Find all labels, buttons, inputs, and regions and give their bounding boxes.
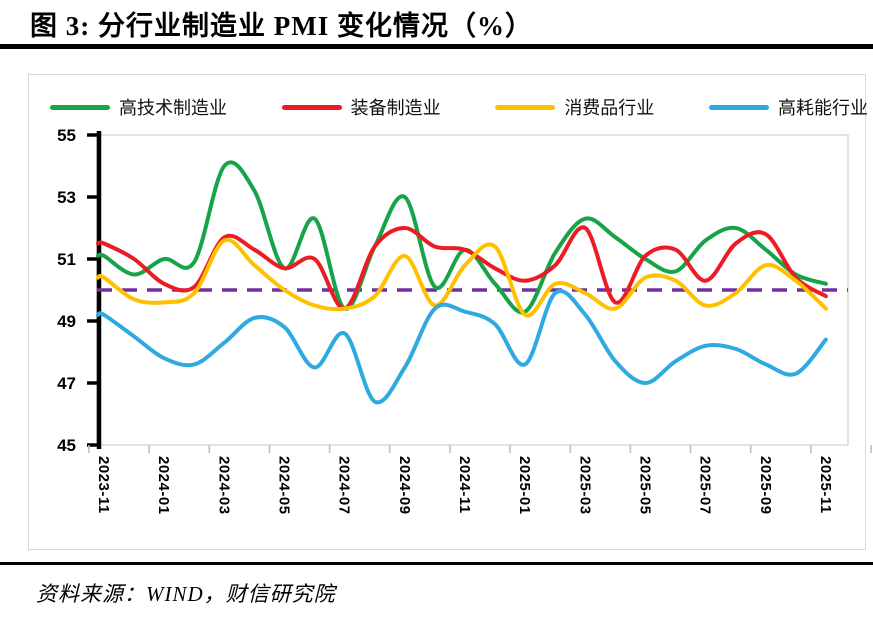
legend-label: 消费品行业 xyxy=(564,98,655,118)
x-axis-label: 2024-03 xyxy=(215,456,232,515)
legend-swatch xyxy=(50,104,110,110)
x-axis-label: 2024-05 xyxy=(275,456,292,515)
legend-item-high-tech-manufacturing: 高技术制造业 xyxy=(50,94,227,120)
series-line-equipment-manufacturing xyxy=(96,225,828,311)
x-axis-label: 2025-03 xyxy=(576,456,593,515)
legend-swatch xyxy=(708,104,769,110)
legend-label: 高技术制造业 xyxy=(119,98,227,118)
title-rule xyxy=(0,44,873,49)
legend-item-energy-intensive: 高耗能行业 xyxy=(708,94,868,120)
legend-label: 装备制造业 xyxy=(350,98,441,118)
y-axis-label: 47 xyxy=(57,374,76,393)
x-axis-label: 2025-01 xyxy=(516,456,533,515)
y-axis-label: 49 xyxy=(57,312,76,331)
x-axis-label: 2024-01 xyxy=(155,456,172,515)
legend-item-equipment-manufacturing: 装备制造业 xyxy=(281,94,441,120)
legend-label: 高耗能行业 xyxy=(777,98,868,118)
series-line-energy-intensive xyxy=(96,289,828,405)
footer-rule xyxy=(0,562,873,565)
y-axis-label: 45 xyxy=(57,436,76,455)
chart-legend: 高技术制造业 装备制造业 消费品行业 高耗能行业 xyxy=(50,94,868,120)
x-axis-label: 2025-05 xyxy=(636,456,653,515)
x-axis-label: 2024-09 xyxy=(396,456,413,515)
legend-swatch xyxy=(495,104,556,110)
y-axis-label: 55 xyxy=(57,126,76,145)
y-axis-label: 51 xyxy=(57,250,76,269)
series-line-consumer-goods xyxy=(96,237,828,318)
legend-swatch xyxy=(281,104,342,110)
x-axis-label: 2025-07 xyxy=(697,456,714,515)
x-axis-label: 2024-11 xyxy=(456,456,473,514)
x-axis-label: 2023-11 xyxy=(95,456,112,514)
source-note: 资料来源：WIND，财信研究院 xyxy=(36,582,336,606)
chart-card xyxy=(28,74,866,550)
y-axis-label: 53 xyxy=(57,188,76,207)
legend-item-consumer-goods: 消费品行业 xyxy=(495,94,654,120)
series-line-high-tech-manufacturing xyxy=(96,160,828,315)
page-title: 图 3: 分行业制造业 PMI 变化情况（%） xyxy=(30,11,533,41)
x-axis-label: 2024-07 xyxy=(336,456,353,515)
x-axis-label: 2025-11 xyxy=(817,456,834,514)
x-axis-label: 2025-09 xyxy=(757,456,774,515)
